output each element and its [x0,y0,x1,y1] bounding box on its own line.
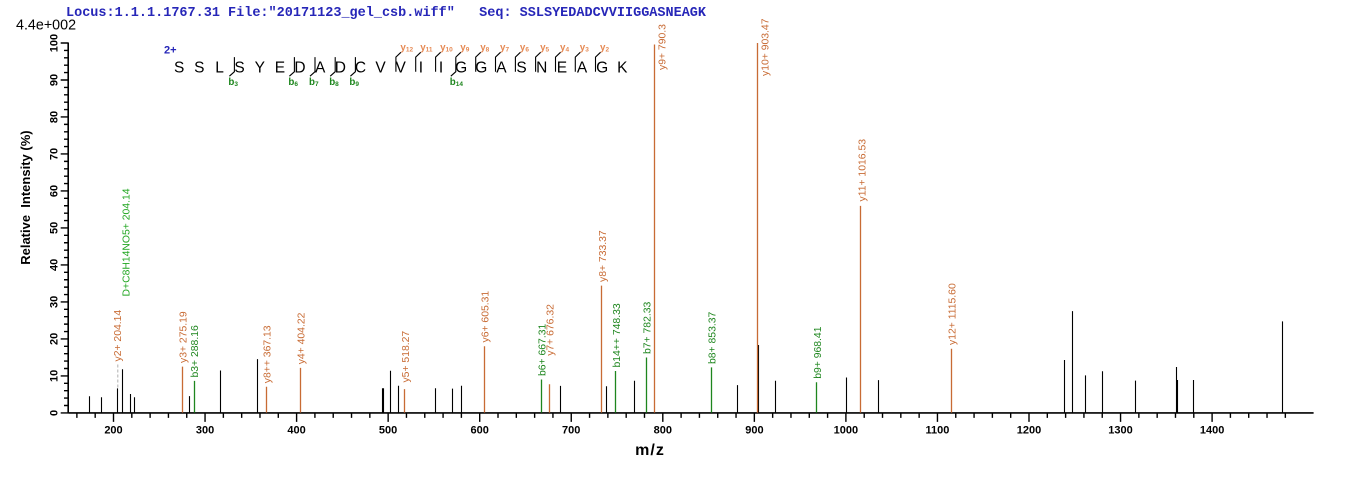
svg-text:50: 50 [49,222,61,234]
svg-text:G: G [596,59,608,76]
svg-text:y8: y8 [480,43,489,54]
svg-text:b3+ 288.16: b3+ 288.16 [190,325,201,378]
svg-text:y3: y3 [580,43,589,54]
svg-text:y10: y10 [440,43,453,54]
svg-text:200: 200 [104,425,122,437]
svg-text:b6: b6 [288,77,298,88]
svg-text:1200: 1200 [1017,425,1041,437]
svg-text:80: 80 [49,111,61,123]
svg-text:E: E [557,59,567,76]
svg-text:1100: 1100 [925,425,949,437]
svg-text:10: 10 [49,370,61,382]
svg-text:b14: b14 [450,77,464,88]
svg-text:2+: 2+ [164,45,177,57]
svg-text:K: K [617,59,628,76]
svg-text:1000: 1000 [834,425,858,437]
svg-text:y9+ 790.3: y9+ 790.3 [657,24,668,70]
svg-text:b8+ 853.37: b8+ 853.37 [708,311,719,364]
svg-text:b6+ 667.31: b6+ 667.31 [537,323,548,376]
svg-text:D: D [294,59,305,76]
svg-text:E: E [275,59,285,76]
svg-text:y4+ 404.22: y4+ 404.22 [297,312,308,364]
svg-text:A: A [577,59,588,76]
svg-text:y11: y11 [420,43,433,54]
svg-text:N: N [536,59,547,76]
svg-text:b8: b8 [329,77,339,88]
svg-text:y10+ 903.47: y10+ 903.47 [761,18,772,76]
svg-text:Locus:1.1.1.1767.31 File:"2017: Locus:1.1.1.1767.31 File:"20171123_gel_c… [66,6,707,21]
svg-text:C: C [355,59,366,76]
svg-text:1300: 1300 [1108,425,1132,437]
svg-text:y2+ 204.14: y2+ 204.14 [113,310,124,362]
svg-text:Relative Intensity (%): Relative Intensity (%) [18,130,33,264]
svg-text:L: L [215,59,224,76]
svg-text:40: 40 [49,259,61,271]
svg-text:y12: y12 [400,43,413,54]
svg-text:900: 900 [745,425,763,437]
svg-text:70: 70 [49,148,61,160]
svg-text:y8+ 733.37: y8+ 733.37 [598,230,609,282]
svg-text:0: 0 [49,410,61,416]
svg-text:y5+ 518.27: y5+ 518.27 [401,331,412,383]
svg-text:y4: y4 [560,43,569,54]
svg-text:D: D [335,59,346,76]
svg-text:y9: y9 [460,43,469,54]
svg-text:600: 600 [471,425,489,437]
svg-text:S: S [234,59,244,76]
svg-text:y6+ 605.31: y6+ 605.31 [481,291,492,343]
svg-text:S: S [194,59,204,76]
svg-text:G: G [475,59,487,76]
svg-text:300: 300 [196,425,214,437]
svg-text:y11+ 1016.53: y11+ 1016.53 [858,139,869,202]
svg-text:S: S [516,59,526,76]
svg-text:D+C8H14NO5+ 204.14: D+C8H14NO5+ 204.14 [122,188,133,296]
svg-text:b9: b9 [349,77,359,88]
svg-text:V: V [375,59,386,76]
svg-text:y3+ 275.19: y3+ 275.19 [178,311,189,363]
svg-text:A: A [315,59,326,76]
svg-text:y8++ 367.13: y8++ 367.13 [263,325,274,383]
svg-text:G: G [455,59,467,76]
svg-text:Y: Y [255,59,265,76]
svg-text:y2: y2 [600,43,609,54]
svg-text:I: I [439,59,443,76]
svg-text:90: 90 [49,74,61,86]
svg-text:I: I [419,59,423,76]
svg-text:4.4e+002: 4.4e+002 [16,18,76,34]
svg-text:700: 700 [562,425,580,437]
svg-text:b9+ 968.41: b9+ 968.41 [813,326,824,379]
svg-text:100: 100 [49,34,61,52]
svg-text:b14++ 748.33: b14++ 748.33 [612,303,623,367]
svg-text:m/z: m/z [635,442,665,459]
svg-text:20: 20 [49,333,61,345]
svg-text:500: 500 [379,425,397,437]
svg-text:y7+ 676.32: y7+ 676.32 [546,304,557,356]
svg-text:A: A [496,59,507,76]
svg-text:b7: b7 [309,77,319,88]
svg-text:400: 400 [287,425,305,437]
svg-text:y5: y5 [540,43,549,54]
svg-text:60: 60 [49,185,61,197]
svg-text:y6: y6 [520,43,529,54]
svg-text:b7+ 782.33: b7+ 782.33 [643,301,654,354]
svg-text:1400: 1400 [1200,425,1224,437]
svg-text:30: 30 [49,296,61,308]
svg-text:800: 800 [654,425,672,437]
svg-text:S: S [174,59,184,76]
svg-text:b3: b3 [228,77,238,88]
svg-text:V: V [396,59,407,76]
svg-text:y7: y7 [500,43,509,54]
svg-text:y12+ 1115.60: y12+ 1115.60 [948,283,959,345]
